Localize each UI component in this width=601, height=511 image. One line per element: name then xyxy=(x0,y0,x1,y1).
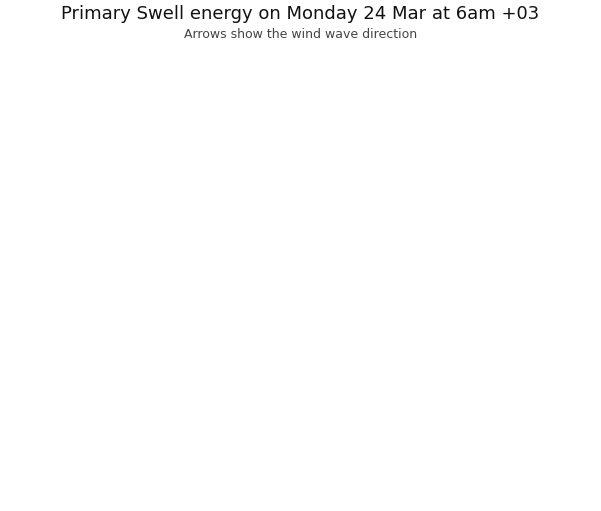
Text: Arrows show the wind wave direction: Arrows show the wind wave direction xyxy=(184,28,417,41)
Text: Cartopy required: Cartopy required xyxy=(218,268,383,287)
Text: Primary Swell energy on Monday 24 Mar at 6am +03: Primary Swell energy on Monday 24 Mar at… xyxy=(61,5,540,24)
